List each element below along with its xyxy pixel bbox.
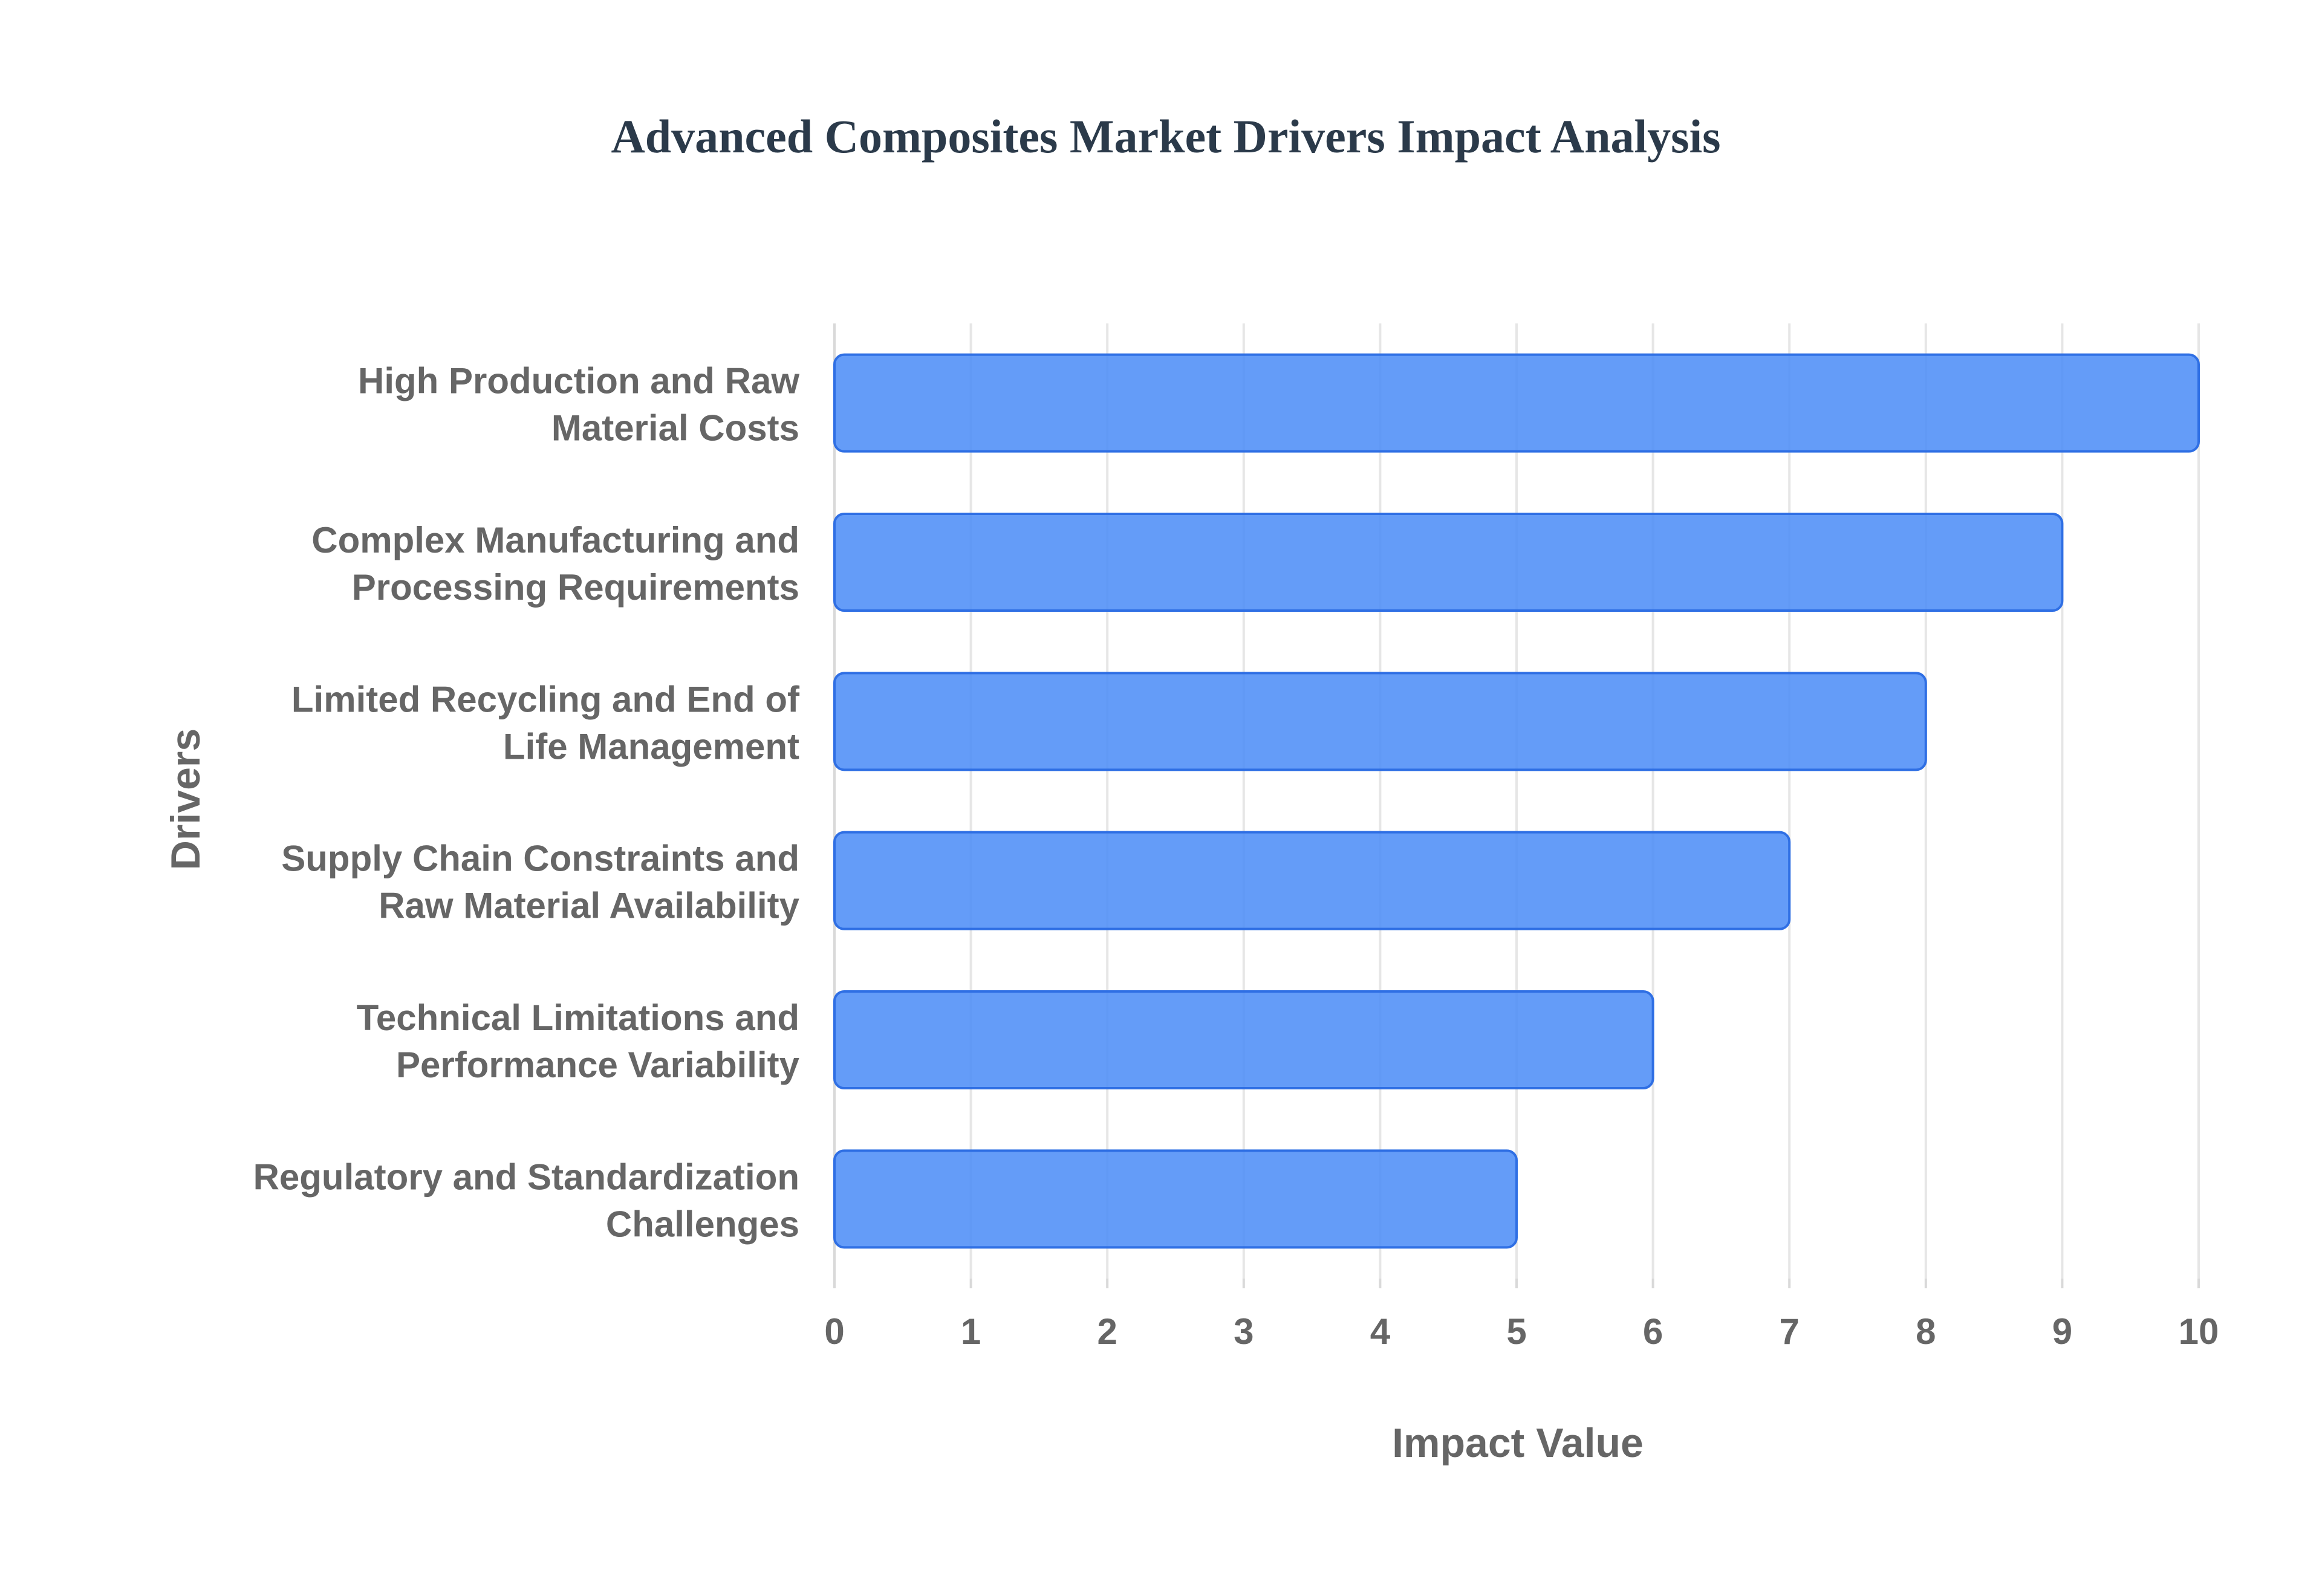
category-label: Complex Manufacturing and Processing Requ… bbox=[311, 520, 799, 608]
bar-layer bbox=[833, 353, 2200, 1249]
x-tick-label: 9 bbox=[2052, 1311, 2072, 1352]
x-tick-label: 2 bbox=[1098, 1311, 1117, 1352]
x-tick-label: 4 bbox=[1370, 1311, 1391, 1352]
grid-layer bbox=[833, 323, 2200, 1288]
x-tick-label: 0 bbox=[824, 1311, 844, 1352]
x-axis-title: Impact Value bbox=[1392, 1420, 1644, 1466]
category-label: High Production and Raw Material Costs bbox=[358, 361, 799, 449]
category-label: Technical Limitations and Performance Var… bbox=[357, 997, 800, 1085]
category-label: Limited Recycling and End of Life Managem… bbox=[291, 679, 800, 767]
x-tick-label: 1 bbox=[961, 1311, 981, 1352]
category-label-line: Material Costs bbox=[551, 408, 799, 449]
category-label-line: Processing Requirements bbox=[352, 567, 799, 608]
bar bbox=[833, 513, 2064, 612]
category-label-line: Regulatory and Standardization bbox=[253, 1156, 799, 1197]
category-label-line: Raw Material Availability bbox=[379, 886, 799, 926]
category-label-line: Life Management bbox=[503, 726, 799, 767]
category-label-line: High Production and Raw bbox=[358, 361, 799, 401]
x-tick-label: 7 bbox=[1780, 1311, 1800, 1352]
chart-title: Advanced Composites Market Drivers Impac… bbox=[611, 110, 1720, 163]
x-tick-label: 6 bbox=[1643, 1311, 1663, 1352]
category-label: Regulatory and Standardization Challenges bbox=[253, 1156, 799, 1244]
category-label-line: Supply Chain Constraints and bbox=[281, 839, 799, 879]
category-label-line: Challenges bbox=[606, 1204, 799, 1244]
category-label-line: Performance Variability bbox=[396, 1045, 800, 1085]
x-tick-labels: 0 1 2 3 4 5 6 7 8 9 10 bbox=[824, 1311, 2219, 1352]
category-label: Supply Chain Constraints and Raw Material… bbox=[281, 839, 799, 926]
x-tick-label: 5 bbox=[1506, 1311, 1526, 1352]
bar bbox=[833, 990, 1654, 1089]
x-tick-label: 3 bbox=[1234, 1311, 1254, 1352]
bar bbox=[833, 1149, 1518, 1249]
x-tick-label: 10 bbox=[2179, 1311, 2219, 1352]
category-label-line: Technical Limitations and bbox=[357, 997, 799, 1038]
bar bbox=[833, 831, 1791, 930]
category-label-line: Limited Recycling and End of bbox=[291, 679, 800, 719]
y-axis-title: Drivers bbox=[163, 728, 209, 870]
category-label-line: Complex Manufacturing and bbox=[311, 520, 799, 560]
bar bbox=[833, 672, 1927, 771]
category-labels: High Production and Raw Material Costs Com… bbox=[253, 361, 800, 1245]
bar bbox=[833, 353, 2200, 453]
x-tick-label: 8 bbox=[1916, 1311, 1936, 1352]
